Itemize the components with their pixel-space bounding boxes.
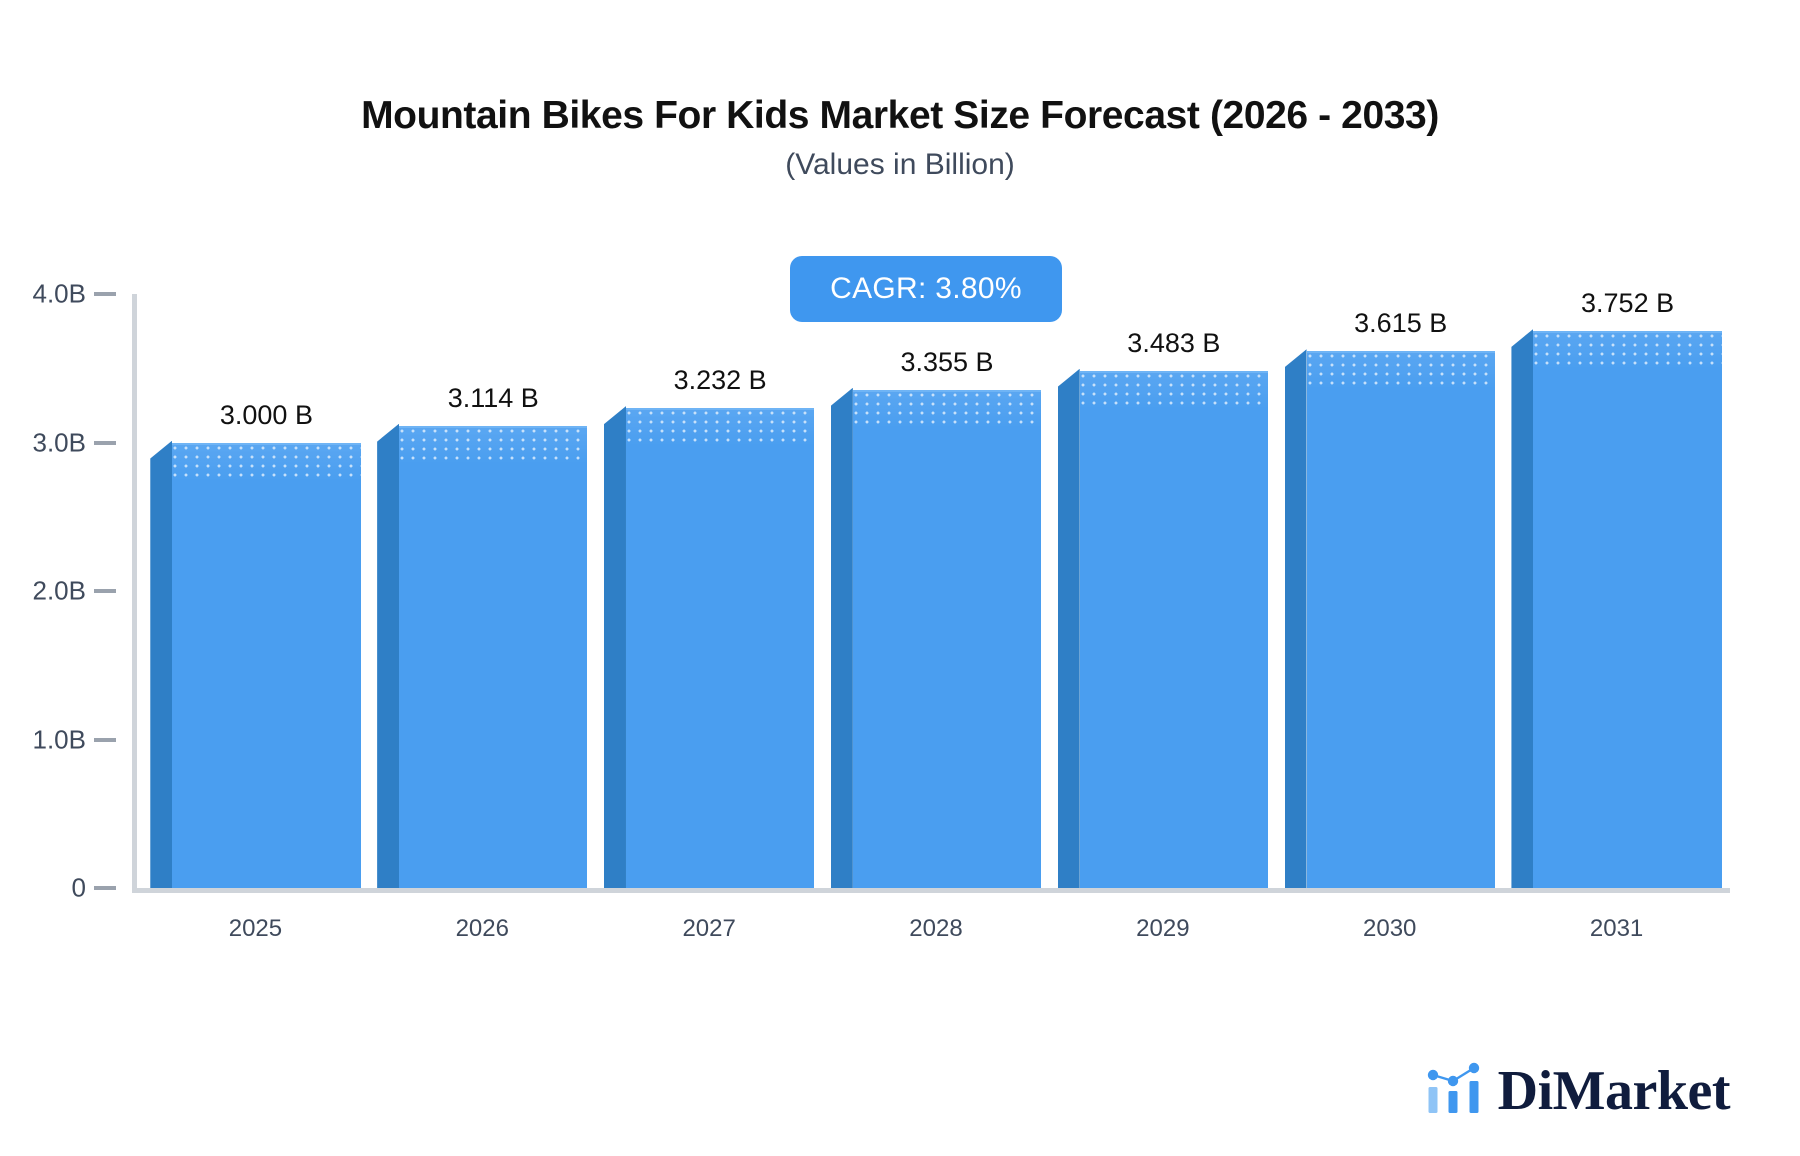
bar-side-face (603, 406, 626, 888)
x-axis-label: 2030 (1363, 915, 1417, 942)
bar-value-label: 3.752 B (1581, 287, 1675, 318)
y-axis-label: 4.0B (32, 278, 87, 309)
y-axis-label: 0 (71, 872, 86, 903)
bar-side-face (1057, 368, 1080, 888)
x-axis-label: 2029 (1136, 915, 1190, 942)
x-axis-label: 2027 (682, 915, 736, 942)
bar[interactable]: 3.114 B (377, 383, 588, 888)
x-axis-label: 2025 (228, 915, 283, 942)
y-axis-tick (94, 886, 116, 890)
plot-area: 3.000 B 3.114 B 3.232 B 3.355 B 3.483 B 3.615… (132, 280, 1730, 900)
chart-subtitle: (Values in Billion) (785, 148, 1015, 181)
bar[interactable]: 3.483 B (1057, 328, 1269, 888)
bar-front-face (1306, 351, 1496, 888)
bar-side-face (830, 387, 853, 888)
y-axis-tick (94, 440, 116, 445)
chart-title: Mountain Bikes For Kids Market Size Fore… (361, 94, 1439, 137)
bar-front-face (172, 442, 361, 888)
logo-text: DiMarket (1497, 1059, 1731, 1122)
bar[interactable]: 3.752 B (1511, 288, 1722, 888)
bar[interactable]: 3.000 B (150, 400, 361, 888)
bar-value-label: 3.114 B (447, 382, 539, 413)
y-axis-tick (94, 292, 116, 296)
bar-side-face (1284, 349, 1307, 888)
bar-side-face (150, 440, 173, 888)
bar[interactable]: 3.355 B (830, 347, 1042, 888)
bar[interactable]: 3.232 B (603, 365, 815, 888)
y-axis-line (132, 294, 137, 889)
bar-side-face (377, 423, 400, 888)
x-axis-line (132, 888, 1730, 893)
bar-front-face (852, 389, 1042, 888)
x-axis-label: 2026 (455, 915, 509, 942)
bar-value-label: 3.232 B (673, 365, 767, 396)
y-axis-tick (94, 589, 116, 593)
bar-front-face (625, 408, 815, 888)
cagr-badge: CAGR: 3.80% (790, 256, 1062, 322)
y-axis-label: 1.0B (32, 724, 87, 754)
x-axis-label: 2031 (1589, 915, 1644, 942)
bar-front-face (399, 425, 588, 888)
y-axis-label: 3.0B (32, 427, 87, 457)
bar-value-label: 3.000 B (219, 399, 313, 430)
bar-side-face (1511, 328, 1534, 888)
y-axis: 0 1.0B 2.0B 3.0B 4.0B (0, 0, 132, 1156)
bar-value-label: 3.483 B (1127, 327, 1221, 358)
bar-value-label: 3.615 B (1354, 308, 1448, 339)
bar-front-face (1079, 370, 1269, 888)
dimarket-logo: DiMarket (1426, 1059, 1731, 1122)
bar-value-label: 3.355 B (900, 346, 994, 377)
bar[interactable]: 3.615 B (1284, 308, 1496, 888)
y-axis-label: 2.0B (32, 575, 87, 606)
bar-front-face (1533, 330, 1722, 888)
y-axis-tick (94, 737, 116, 742)
x-axis-label: 2028 (909, 915, 963, 942)
bar-chart-icon (1426, 1061, 1482, 1120)
